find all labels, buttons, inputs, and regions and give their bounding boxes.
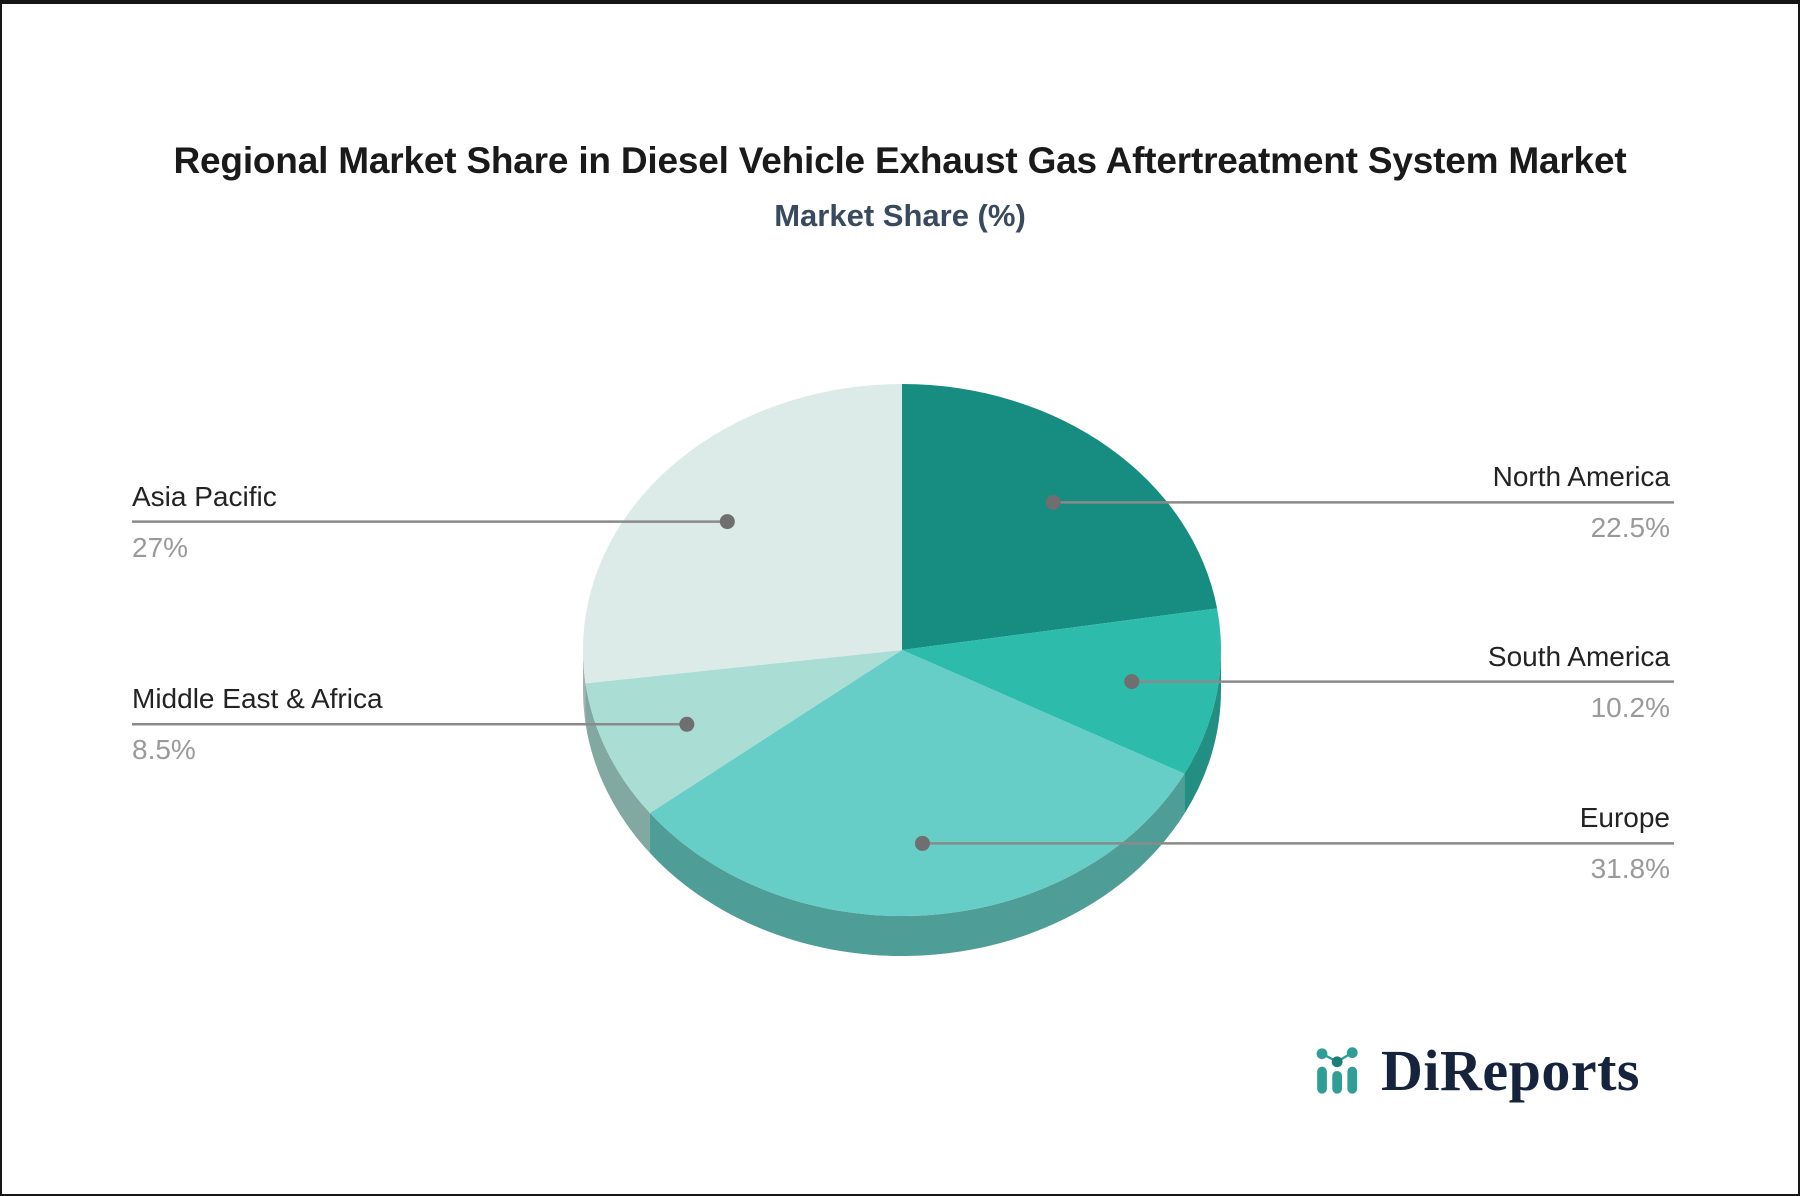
logo-bar xyxy=(1332,1071,1342,1094)
leader-dot xyxy=(1045,494,1061,510)
direports-logo: DiReports xyxy=(1315,1042,1640,1100)
slice-label-name: Middle East & Africa xyxy=(132,683,383,715)
logo-bar xyxy=(1347,1066,1358,1094)
pie-chart xyxy=(132,384,1674,956)
pie-wall-4 xyxy=(583,650,586,724)
slice-label-value: 22.5% xyxy=(1590,512,1670,544)
logo-dot xyxy=(1316,1048,1328,1060)
logo-dot xyxy=(1346,1047,1358,1059)
leader-dot xyxy=(1124,674,1140,690)
slice-label-value: 8.5% xyxy=(132,734,196,766)
pie-slice-north-america xyxy=(902,384,1218,650)
bar-chart-trend-icon xyxy=(1316,1047,1358,1094)
logo-dot xyxy=(1331,1056,1343,1068)
logo-bar xyxy=(1317,1066,1327,1094)
pie-slice-south-america xyxy=(902,608,1221,774)
pie-wall-3 xyxy=(585,683,650,854)
leader-dot xyxy=(679,716,695,732)
slice-label-name: North America xyxy=(1492,461,1670,493)
pie-slice-europe xyxy=(649,650,1185,916)
chart-title: Regional Market Share in Diesel Vehicle … xyxy=(173,140,1627,181)
pie-slice-middle-east-africa xyxy=(585,650,902,814)
leader-dot xyxy=(719,514,735,530)
slice-label-value: 10.2% xyxy=(1590,691,1670,723)
slice-label-name: Europe xyxy=(1579,802,1670,834)
pie-wall-2 xyxy=(649,773,1185,956)
slice-label-value: 31.8% xyxy=(1590,853,1670,885)
pie-wall-1 xyxy=(1184,650,1221,814)
slice-label-name: South America xyxy=(1487,640,1670,672)
pie-slice-asia-pacific xyxy=(583,384,902,684)
slice-label-name: Asia Pacific xyxy=(132,480,277,512)
leader-dot xyxy=(914,835,930,851)
slice-label-value: 27% xyxy=(132,531,189,563)
chart-subtitle: Market Share (%) xyxy=(774,198,1026,233)
logo-text: DiReports xyxy=(1380,1038,1640,1103)
